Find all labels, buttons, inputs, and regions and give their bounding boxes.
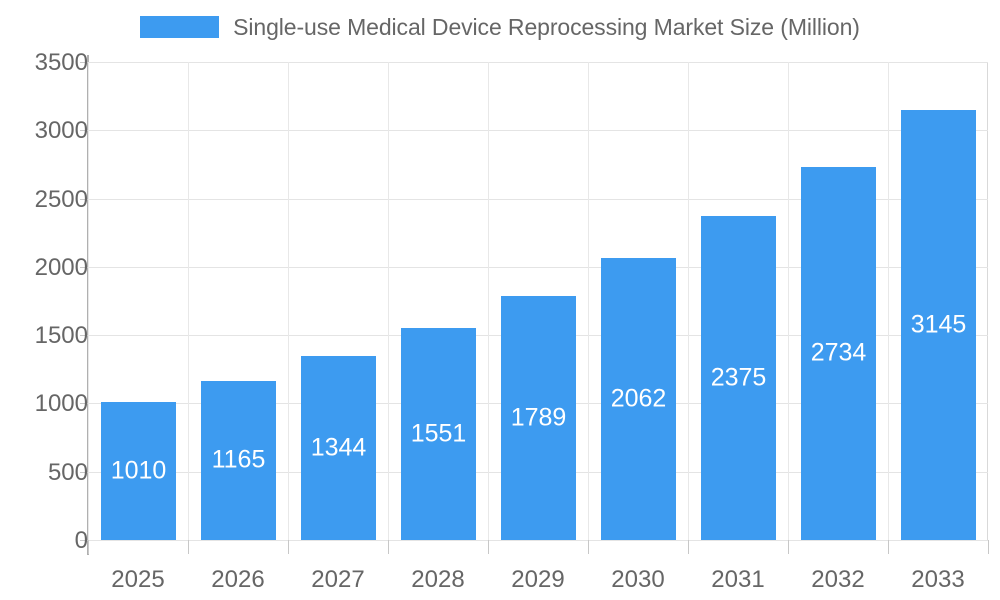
gridline-vertical (88, 62, 89, 540)
gridline-vertical (288, 62, 289, 540)
bar[interactable]: 2062 (601, 258, 676, 540)
gridline-horizontal (88, 540, 988, 541)
plot-area: 1010 1165 1344 1551 1789 2062 2375 2734 3145 (88, 62, 988, 541)
y-axis-tick-mark (80, 540, 88, 541)
x-axis: 2025 2026 2027 2028 2029 2030 2031 2032 2033 (88, 540, 989, 600)
x-axis-tick-label: 2032 (811, 566, 865, 593)
chart-legend: Single-use Medical Device Reprocessing M… (0, 0, 1000, 54)
bar-value-label: 1344 (310, 433, 367, 462)
gridline-vertical (188, 62, 189, 540)
gridline-vertical (488, 62, 489, 540)
bar-value-label: 1551 (410, 419, 467, 448)
y-axis-tick-mark (80, 335, 88, 337)
y-axis-tick-label: 0 (74, 527, 88, 554)
gridline-vertical (788, 62, 789, 540)
y-axis-tick-label: 3000 (34, 117, 88, 145)
y-axis-tick-label: 3500 (34, 49, 88, 76)
x-axis-tick-label: 2025 (111, 566, 165, 593)
y-axis-tick-label: 1000 (34, 390, 88, 418)
x-axis-tick-label: 2028 (411, 566, 465, 593)
x-axis-tick-label: 2031 (711, 566, 765, 593)
x-axis-tick-label: 2026 (211, 566, 265, 593)
x-axis-tick-mark (688, 540, 689, 554)
plot-right-border (987, 62, 988, 540)
y-axis-tick-label: 2500 (34, 185, 88, 213)
x-axis-tick-label: 2027 (311, 566, 365, 593)
bar-value-label: 2734 (810, 338, 867, 367)
x-axis-tick-mark (588, 540, 589, 554)
legend-item-market-size[interactable]: Single-use Medical Device Reprocessing M… (140, 14, 860, 41)
bar-value-label: 3145 (910, 310, 967, 339)
y-axis-tick-mark (80, 198, 88, 200)
bar-value-label: 2375 (710, 363, 767, 392)
bar[interactable]: 2375 (701, 215, 776, 540)
x-axis-tick-mark (388, 540, 389, 554)
gridline-vertical (388, 62, 389, 540)
y-axis-tick-mark (80, 266, 88, 268)
gridline-horizontal (88, 266, 988, 268)
bar[interactable]: 1165 (201, 380, 276, 540)
y-axis-tick-mark (80, 130, 88, 132)
legend-item-label: Single-use Medical Device Reprocessing M… (233, 13, 860, 40)
x-axis-tick-mark (888, 540, 889, 554)
bar[interactable]: 1551 (401, 328, 476, 540)
y-axis-tick-label: 2000 (34, 253, 88, 281)
gridline-vertical (688, 62, 689, 540)
y-axis-tick-label: 1500 (34, 322, 88, 350)
gridline-horizontal (88, 62, 988, 63)
gridline-horizontal (88, 198, 988, 200)
bar[interactable]: 2734 (801, 166, 876, 540)
x-axis-tick-label: 2030 (611, 566, 665, 593)
bar[interactable]: 1789 (501, 295, 576, 540)
gridline-horizontal (88, 130, 988, 132)
y-axis-tick-mark (80, 403, 88, 405)
bar[interactable]: 1344 (301, 356, 376, 540)
bar[interactable]: 1010 (101, 402, 176, 540)
x-axis-tick-mark (788, 540, 789, 554)
gridline-vertical (588, 62, 589, 540)
bar-value-label: 1010 (110, 456, 167, 485)
gridline-vertical (888, 62, 889, 540)
bar-value-label: 2062 (610, 384, 667, 413)
x-axis-tick-mark (988, 540, 989, 554)
y-axis-tick-mark (80, 471, 88, 473)
legend-color-swatch-icon (140, 16, 220, 38)
x-axis-tick-mark (188, 540, 189, 554)
x-axis-tick-label: 2029 (511, 566, 565, 593)
x-axis-tick-mark (88, 540, 89, 554)
y-axis-tick-mark (80, 62, 88, 63)
bar[interactable]: 3145 (901, 110, 976, 540)
bar-value-label: 1789 (510, 403, 567, 432)
bar-value-label: 1165 (211, 445, 266, 474)
x-axis-tick-mark (288, 540, 289, 554)
x-axis-tick-mark (488, 540, 489, 554)
x-axis-tick-label: 2033 (911, 566, 965, 593)
y-axis: 0 500 1000 1500 2000 2500 3000 3500 (0, 49, 88, 554)
y-axis-tick-label: 500 (47, 458, 88, 486)
